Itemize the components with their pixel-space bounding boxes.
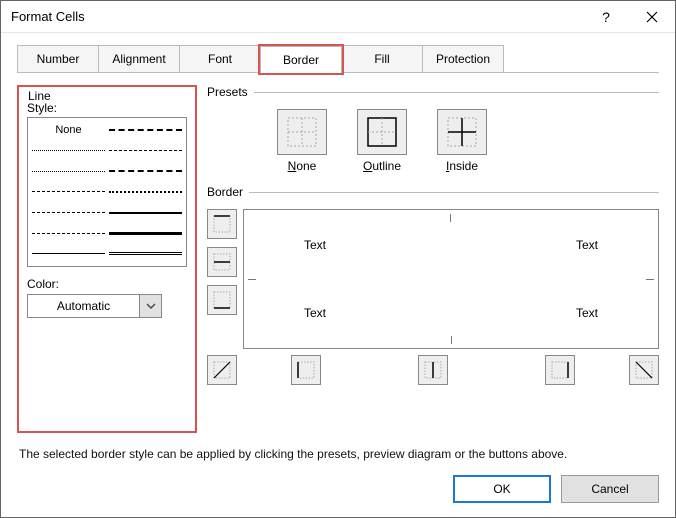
line-group: Line Style: None Color: Automatic (17, 85, 197, 433)
line-style-option[interactable] (109, 122, 182, 138)
line-style-option[interactable]: None (32, 122, 105, 138)
preset-none-label: None (288, 159, 317, 173)
preset-none[interactable]: None (277, 109, 327, 173)
border-bottom-button[interactable] (207, 285, 237, 315)
line-style-option[interactable] (32, 184, 105, 200)
preset-inside-label: Inside (446, 159, 478, 173)
color-dropdown[interactable]: Automatic (27, 294, 162, 318)
tab-font[interactable]: Font (179, 45, 261, 72)
border-top-icon (212, 214, 232, 234)
line-style-option[interactable] (109, 163, 182, 179)
tab-protection[interactable]: Protection (422, 45, 504, 72)
preset-outline[interactable]: Outline (357, 109, 407, 173)
line-style-option[interactable] (109, 143, 182, 159)
preset-inside-icon (447, 117, 477, 147)
line-style-option[interactable] (109, 246, 182, 262)
border-vmid-button[interactable] (418, 355, 448, 385)
color-value: Automatic (28, 295, 139, 317)
preview-text-bl: Text (304, 306, 326, 320)
border-bottom-icon (212, 290, 232, 310)
tab-alignment[interactable]: Alignment (98, 45, 180, 72)
hint-text: The selected border style can be applied… (1, 441, 675, 461)
chevron-down-icon (139, 295, 161, 317)
border-diag-up-button[interactable] (207, 355, 237, 385)
footer: OK Cancel (1, 461, 675, 517)
line-style-option[interactable] (32, 205, 105, 221)
border-diag-up-icon (212, 360, 232, 380)
close-icon (646, 11, 658, 23)
border-diag-down-button[interactable] (629, 355, 659, 385)
border-left-button[interactable] (291, 355, 321, 385)
border-top-button[interactable] (207, 209, 237, 239)
line-style-option[interactable] (109, 225, 182, 241)
preset-inside[interactable]: Inside (437, 109, 487, 173)
presets-group: Presets None (207, 85, 659, 177)
line-group-label: Line (25, 89, 185, 103)
border-diag-down-icon (634, 360, 654, 380)
preset-outline-icon (367, 117, 397, 147)
line-style-option[interactable] (32, 143, 105, 159)
ok-button[interactable]: OK (453, 475, 551, 503)
border-right-button[interactable] (545, 355, 575, 385)
tab-fill[interactable]: Fill (341, 45, 423, 72)
border-group: Border Text Text Text (207, 185, 659, 425)
format-cells-dialog: Format Cells ? Number Alignment Font Bor… (0, 0, 676, 518)
preview-text-tr: Text (576, 238, 598, 252)
line-style-option[interactable] (32, 225, 105, 241)
tab-number[interactable]: Number (17, 45, 99, 72)
tab-strip: Number Alignment Font Border Fill Protec… (17, 45, 659, 73)
color-label: Color: (27, 277, 187, 291)
cancel-button[interactable]: Cancel (561, 475, 659, 503)
right-column: Presets None (207, 85, 659, 433)
preview-text-tl: Text (304, 238, 326, 252)
border-hmid-button[interactable] (207, 247, 237, 277)
preview-text-br: Text (576, 306, 598, 320)
help-button[interactable]: ? (583, 1, 629, 33)
border-left-icon (296, 360, 316, 380)
tab-border[interactable]: Border (260, 46, 342, 73)
presets-group-label: Presets (207, 85, 254, 99)
line-style-option[interactable] (109, 184, 182, 200)
titlebar: Format Cells ? (1, 1, 675, 33)
line-style-option[interactable] (32, 163, 105, 179)
line-style-option[interactable] (32, 246, 105, 262)
border-group-label: Border (207, 185, 249, 199)
window-title: Format Cells (11, 9, 583, 24)
border-hmid-icon (212, 252, 232, 272)
border-vmid-icon (423, 360, 443, 380)
line-style-picker[interactable]: None (27, 117, 187, 267)
dialog-body: Line Style: None Color: Automatic Preset… (1, 73, 675, 441)
preset-outline-label: Outline (363, 159, 401, 173)
line-style-option[interactable] (109, 205, 182, 221)
border-right-icon (550, 360, 570, 380)
border-preview[interactable]: Text Text Text Text (243, 209, 659, 349)
style-label: Style: (27, 101, 187, 115)
preset-none-icon (287, 117, 317, 147)
close-button[interactable] (629, 1, 675, 33)
